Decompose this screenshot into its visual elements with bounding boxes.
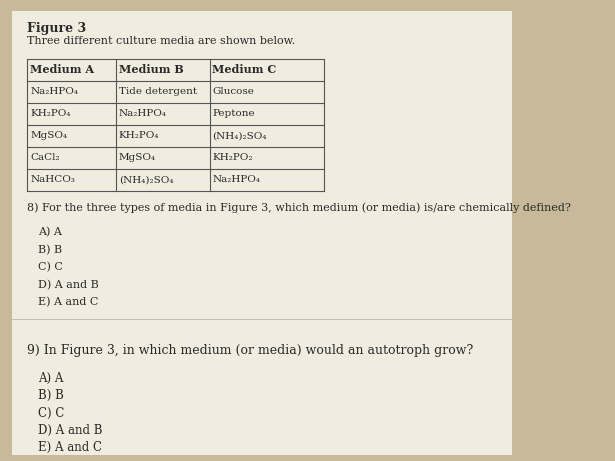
Text: (NH₄)₂SO₄: (NH₄)₂SO₄	[119, 175, 173, 184]
Text: 9) In Figure 3, in which medium (or media) would an autotroph grow?: 9) In Figure 3, in which medium (or medi…	[28, 344, 474, 357]
Text: Figure 3: Figure 3	[28, 22, 87, 35]
Text: Three different culture media are shown below.: Three different culture media are shown …	[28, 36, 296, 46]
Text: KH₂PO₄: KH₂PO₄	[30, 109, 71, 118]
Text: CaCl₂: CaCl₂	[30, 153, 60, 162]
Text: Medium A: Medium A	[30, 64, 94, 75]
Text: Medium B: Medium B	[119, 64, 183, 75]
Text: A) A: A) A	[38, 227, 62, 237]
Text: NaHCO₃: NaHCO₃	[30, 175, 75, 184]
Text: Na₂HPO₄: Na₂HPO₄	[119, 109, 167, 118]
Text: Na₂HPO₄: Na₂HPO₄	[212, 175, 260, 184]
Text: Tide detergent: Tide detergent	[119, 87, 197, 96]
Text: KH₂PO₂: KH₂PO₂	[212, 153, 253, 162]
Text: E) A and C: E) A and C	[38, 297, 98, 307]
Text: C) C: C) C	[38, 407, 64, 420]
Text: Na₂HPO₄: Na₂HPO₄	[30, 87, 78, 96]
Text: Medium C: Medium C	[212, 64, 277, 75]
Text: E) A and C: E) A and C	[38, 441, 102, 454]
FancyBboxPatch shape	[12, 11, 512, 455]
Text: B) B: B) B	[38, 245, 62, 255]
Text: D) A and B: D) A and B	[38, 279, 98, 290]
Text: C) C: C) C	[38, 262, 63, 272]
Text: Glucose: Glucose	[212, 87, 255, 96]
Text: KH₂PO₄: KH₂PO₄	[119, 131, 159, 140]
Text: B) B: B) B	[38, 389, 64, 402]
Text: MgSO₄: MgSO₄	[119, 153, 156, 162]
Text: 8) For the three types of media in Figure 3, which medium (or media) is/are chem: 8) For the three types of media in Figur…	[28, 202, 571, 213]
Text: A) A: A) A	[38, 372, 63, 384]
Text: (NH₄)₂SO₄: (NH₄)₂SO₄	[212, 131, 267, 140]
Text: Peptone: Peptone	[212, 109, 255, 118]
Text: D) A and B: D) A and B	[38, 424, 102, 437]
Text: MgSO₄: MgSO₄	[30, 131, 67, 140]
